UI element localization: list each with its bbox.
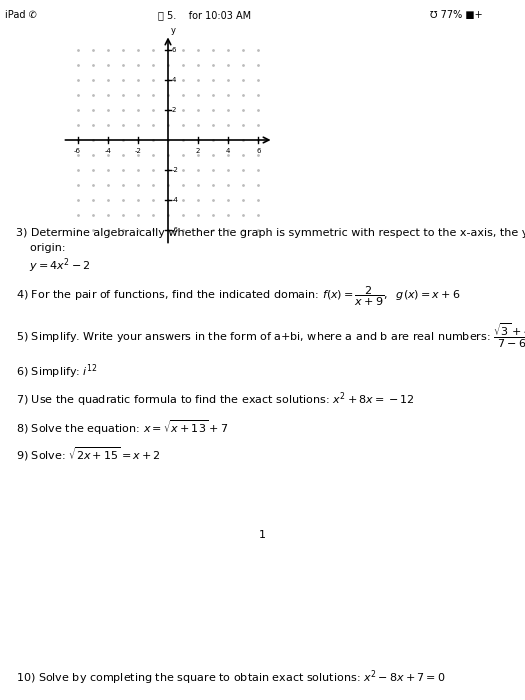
Text: 10) Solve by completing the square to obtain exact solutions: $x^2 - 8x + 7 = 0$: 10) Solve by completing the square to ob… [16,668,445,687]
Text: $y = 4x^2 - 2$: $y = 4x^2 - 2$ [29,256,90,274]
Text: 2: 2 [171,107,176,113]
Text: y: y [170,25,175,34]
Text: 4: 4 [226,148,230,154]
Text: 3) Determine algebraically whether the graph is symmetric with respect to the x-: 3) Determine algebraically whether the g… [16,228,525,238]
Text: origin:: origin: [16,243,65,253]
Text: -4: -4 [104,148,111,154]
Text: 9) Solve: $\sqrt{2x+15} = x + 2$: 9) Solve: $\sqrt{2x+15} = x + 2$ [16,445,161,463]
Text: 4: 4 [171,77,176,83]
Text: 1: 1 [259,530,266,540]
Text: 4) For the pair of functions, find the indicated domain: $f(x) = \dfrac{2}{x+9},: 4) For the pair of functions, find the i… [16,285,460,309]
Text: 5) Simplify. Write your answers in the form of a+bi, where a and b are real numb: 5) Simplify. Write your answers in the f… [16,322,525,350]
Text: -2: -2 [171,167,178,173]
Text: iPad ✆: iPad ✆ [5,10,37,20]
Text: 6: 6 [256,148,261,154]
Text: ⎯ 5.    for 10:03 AM: ⎯ 5. for 10:03 AM [158,10,250,20]
Text: 2: 2 [196,148,201,154]
Text: 6: 6 [171,47,176,52]
Text: -4: -4 [171,197,178,203]
Text: ℧ 77% ■+: ℧ 77% ■+ [430,10,483,20]
Text: 6) Simplify: $i^{12}$: 6) Simplify: $i^{12}$ [16,362,98,381]
Text: -2: -2 [134,148,141,154]
Text: -6: -6 [74,148,81,154]
Text: 7) Use the quadratic formula to find the exact solutions: $x^2 + 8x = -12$: 7) Use the quadratic formula to find the… [16,390,415,409]
Text: 8) Solve the equation: $x = \sqrt{x+13} + 7$: 8) Solve the equation: $x = \sqrt{x+13} … [16,418,228,437]
Text: -6: -6 [171,228,178,233]
